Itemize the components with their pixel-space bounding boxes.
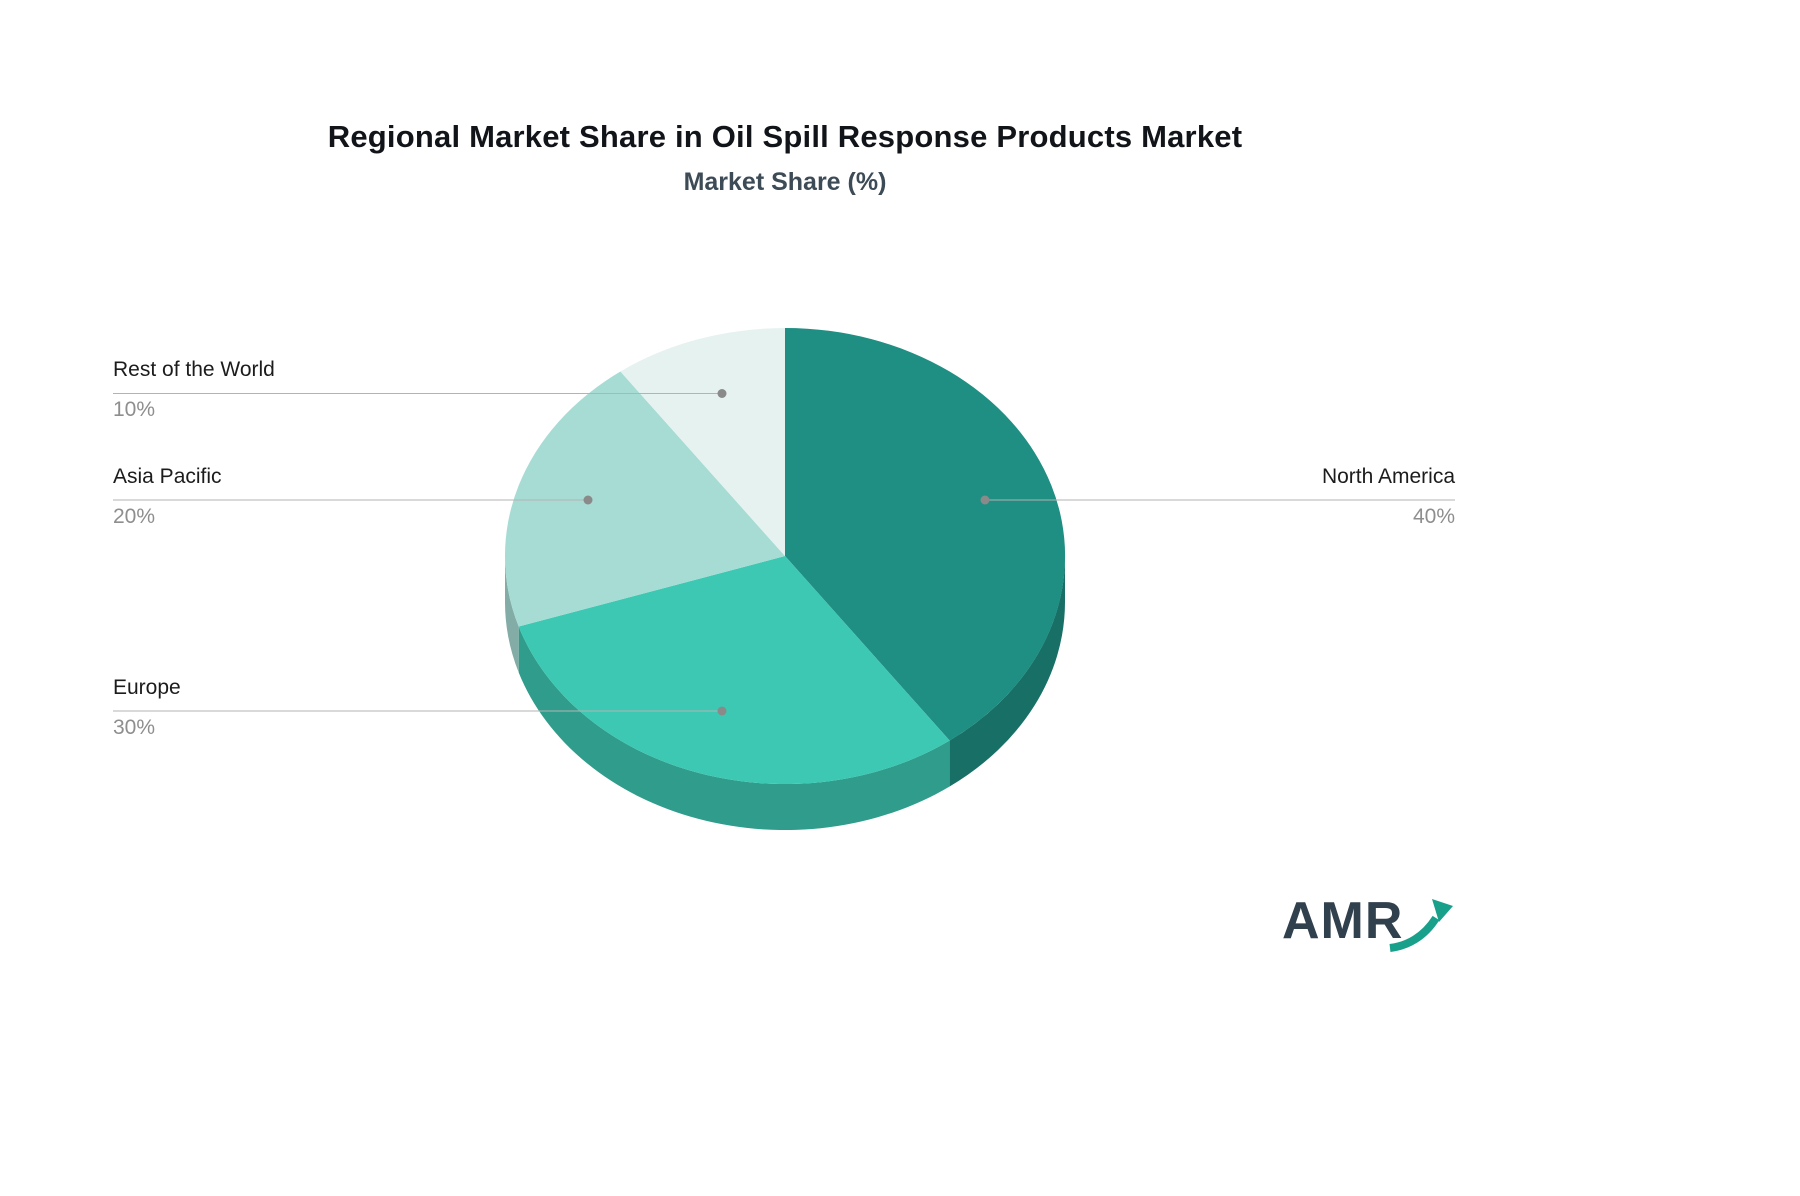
chart-title: Regional Market Share in Oil Spill Respo…	[327, 119, 1243, 154]
value-europe: 30%	[113, 716, 156, 739]
pie-slices-group	[504, 327, 1066, 831]
value-asia-pacific: 20%	[113, 505, 156, 528]
pie-slice-side-north-america	[949, 556, 1065, 787]
amr-logo-text: AMR	[1282, 892, 1404, 950]
pie-slice-north-america	[785, 328, 1066, 741]
pie-slice-europe	[518, 556, 950, 785]
label-rest-of-the-world: Rest of the World	[113, 358, 275, 381]
value-north-america: 40%	[1412, 505, 1455, 528]
leader-dot-asia-pacific	[583, 495, 593, 505]
chart-subtitle: Market Share (%)	[683, 168, 887, 196]
pie-slice-rest-of-the-world	[620, 327, 785, 556]
pie-slice-side-europe	[518, 626, 950, 831]
label-north-america: North America	[1321, 465, 1455, 488]
label-europe: Europe	[113, 676, 181, 699]
amr-logo-arrow-icon	[1389, 899, 1454, 952]
pie-slice-side-asia-pacific	[505, 556, 519, 673]
leader-dot-north-america	[980, 495, 990, 505]
leader-dot-europe	[717, 706, 727, 716]
amr-logo: AMR	[1282, 892, 1454, 953]
leader-dot-rest-of-the-world	[717, 389, 727, 398]
value-rest-of-the-world: 10%	[113, 398, 156, 421]
pie-slice-asia-pacific	[504, 371, 785, 627]
label-asia-pacific: Asia Pacific	[113, 465, 222, 488]
